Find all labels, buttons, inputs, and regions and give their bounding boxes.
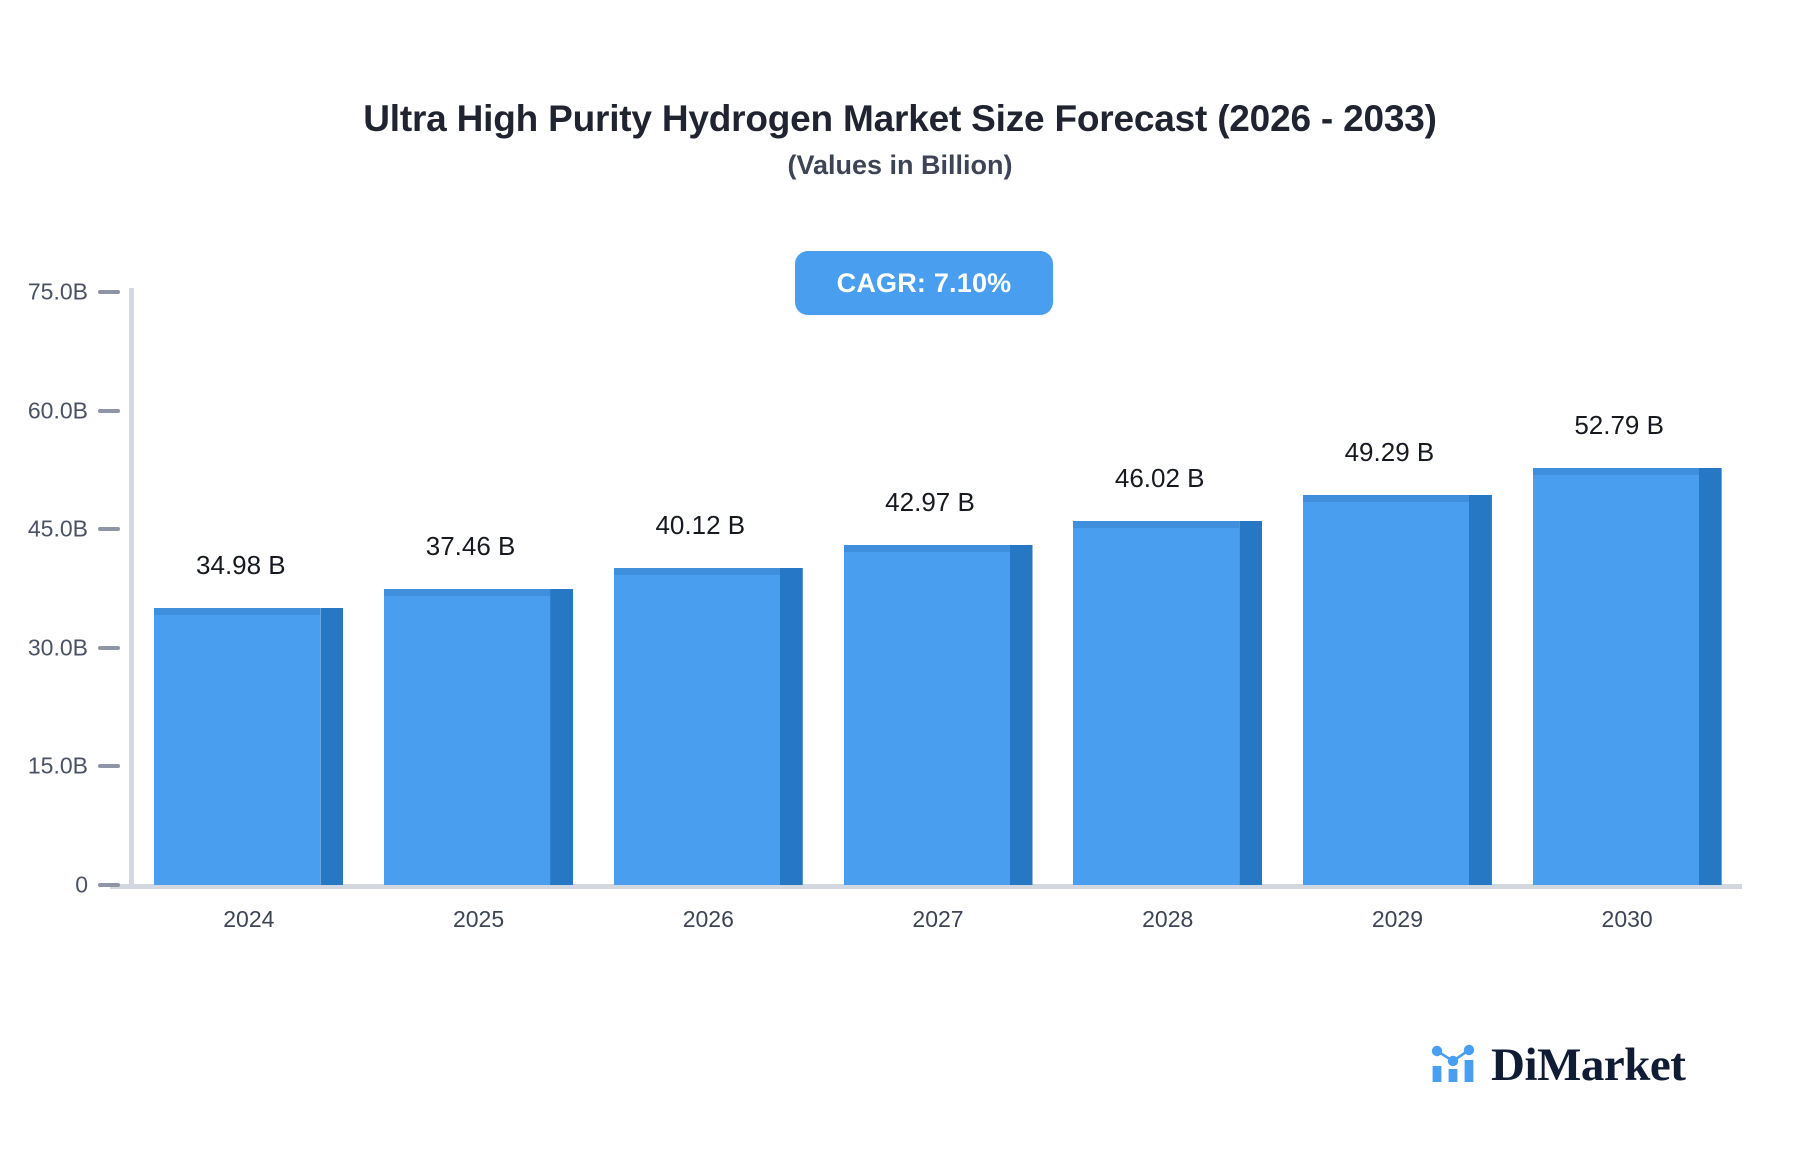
x-axis-tick-label: 2030 (1601, 906, 1653, 932)
bar-front-face (1302, 495, 1469, 885)
y-axis-tick-label: 45.0B (27, 515, 88, 542)
bar-top-face (1073, 521, 1240, 529)
y-axis-tick-label: 30.0B (27, 634, 88, 661)
bar[interactable] (1302, 472, 1492, 885)
x-axis-tick-label: 2027 (912, 906, 964, 932)
bar-top-face (384, 588, 551, 596)
y-axis-tick-mark (98, 290, 120, 294)
cagr-badge: CAGR: 7.10% (795, 251, 1053, 315)
dimarket-logo: DiMarket (1428, 1038, 1686, 1093)
x-axis-tick-label: 2026 (682, 906, 734, 932)
x-axis-line (110, 884, 1742, 889)
x-axis-tick-label: 2028 (1142, 906, 1194, 932)
bar-value-label: 34.98 B (196, 550, 286, 581)
bar-front-face (384, 588, 551, 885)
x-axis-tick-label: 2029 (1371, 906, 1424, 932)
bar-side-face (550, 588, 574, 885)
bar-value-label: 52.79 B (1574, 409, 1664, 440)
bar[interactable] (1532, 445, 1722, 885)
y-axis-tick-mark (98, 883, 120, 887)
bar-top-face (154, 608, 321, 616)
bar[interactable] (613, 545, 803, 885)
bar-side-face (320, 608, 344, 885)
bar-top-face (1532, 467, 1699, 475)
bar[interactable] (154, 585, 344, 885)
bar[interactable] (843, 522, 1033, 885)
bar-front-face (1073, 521, 1240, 885)
cagr-badge-label: CAGR: 7.10% (836, 267, 1012, 298)
x-axis-tick-label: 2024 (223, 906, 275, 932)
y-axis-tick-label: 75.0B (27, 278, 88, 305)
bar-side-face (1698, 467, 1722, 885)
bar-top-face (1302, 495, 1469, 503)
bar-side-face (779, 567, 803, 885)
y-axis-line (129, 288, 134, 886)
bar-top-face (613, 567, 780, 575)
bar-chart-sparkline-icon (1428, 1038, 1478, 1093)
chart-title: Ultra High Purity Hydrogen Market Size F… (363, 98, 1437, 139)
bar-front-face (843, 545, 1010, 885)
bar-value-label: 49.29 B (1344, 437, 1435, 468)
bar-front-face (613, 567, 780, 885)
bar-top-face (843, 545, 1010, 553)
bar-side-face (1468, 495, 1492, 885)
bar[interactable] (384, 566, 574, 885)
bar-value-label: 46.02 B (1114, 463, 1205, 494)
bar-front-face (154, 608, 321, 885)
bar-front-face (1532, 467, 1699, 885)
y-axis-tick-mark (98, 764, 120, 769)
y-axis-tick-label: 0 (75, 871, 88, 898)
chart-subtitle: (Values in Billion) (787, 150, 1013, 180)
bar-value-label: 37.46 B (425, 530, 516, 561)
dimarket-logo-text: DiMarket (1491, 1039, 1686, 1091)
y-axis-tick-mark (98, 527, 120, 532)
y-axis-tick-mark (98, 408, 120, 413)
y-axis-tick-label: 60.0B (27, 397, 88, 424)
y-axis-tick-label: 15.0B (27, 752, 88, 779)
bar-value-label: 42.97 B (885, 487, 975, 518)
bar-side-face (1239, 521, 1263, 885)
y-axis-tick-mark (98, 645, 120, 650)
bar-value-label: 40.12 B (655, 509, 746, 540)
bar-side-face (1009, 545, 1033, 885)
x-axis-tick-label: 2025 (452, 906, 505, 932)
bar[interactable] (1073, 498, 1263, 885)
